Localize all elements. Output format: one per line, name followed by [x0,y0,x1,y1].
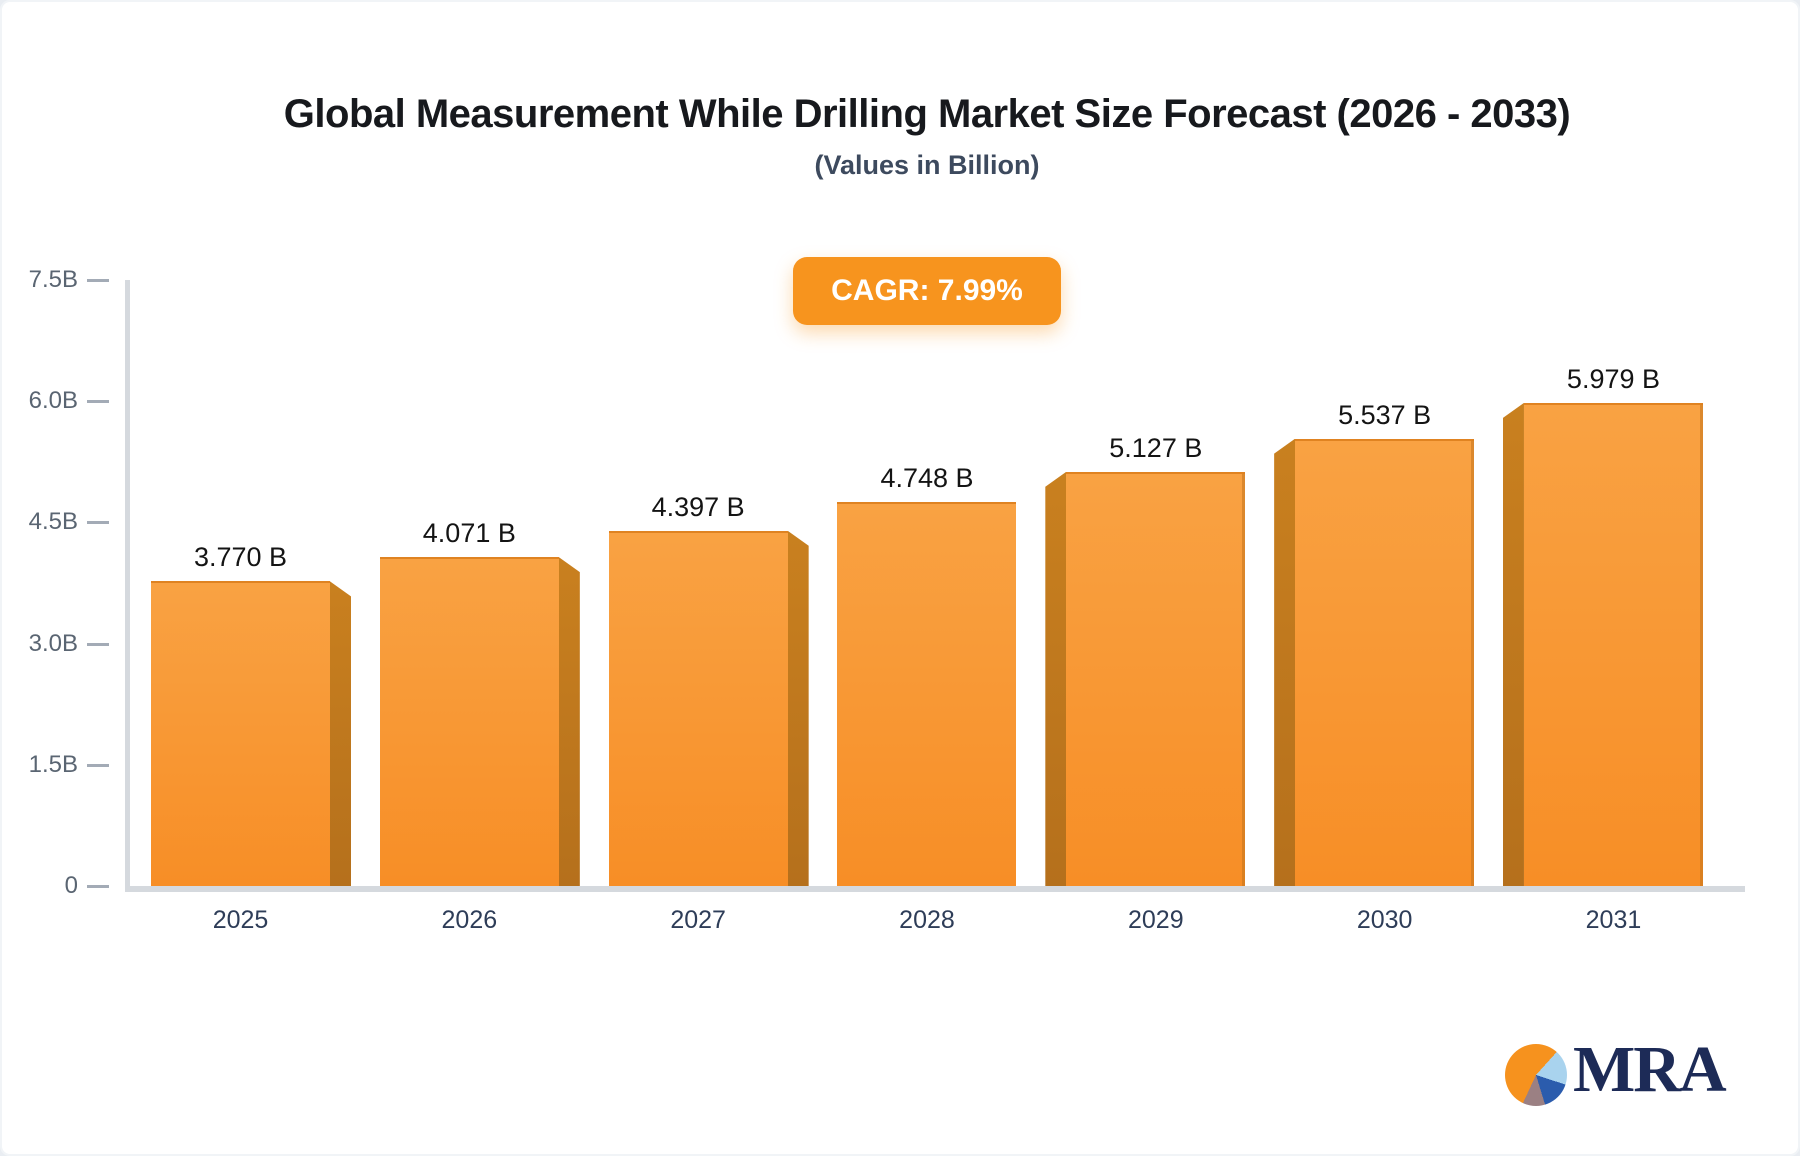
bar-value-label: 4.748 B [880,463,974,494]
chart-subtitle: (Values in Billion) [814,150,1040,180]
x-axis-category-label: 2030 [1356,906,1413,934]
bar-value-label: 5.127 B [1109,432,1203,463]
bar-2031 [1502,402,1703,886]
bar-2029 [1045,471,1246,886]
bar-3d-side-face [1045,471,1067,886]
y-tick-mark [87,521,109,525]
bar-2025 [151,581,351,886]
y-tick-label: 7.5B [28,266,78,293]
bar-value-label: 3.770 B [193,542,288,573]
bar-value-label: 4.397 B [651,491,745,522]
bar-3d-side-face [1274,438,1296,886]
y-tick-mark [87,279,109,282]
x-axis-category-label: 2028 [899,906,955,934]
bar-2026 [379,557,580,886]
y-axis-line [125,280,130,892]
y-tick-label: 6.0B [28,387,78,415]
y-tick-label: 4.5B [28,508,78,536]
bar-3d-side-face [558,557,580,886]
bar-front-face [379,557,559,886]
x-axis-baseline [125,886,1745,892]
bar-value-label: 5.979 B [1566,363,1660,394]
bar-front-face [608,530,788,886]
bar-3d-side-face [1502,402,1524,886]
bar-value-label: 4.071 B [422,518,516,549]
y-tick-label: 1.5B [28,750,78,778]
bar-3d-side-face [787,530,809,886]
bar-2030 [1274,438,1475,886]
x-axis-category-label: 2031 [1585,906,1642,934]
brand-logo: MRA [1505,1032,1727,1108]
y-tick-mark [87,642,109,646]
x-axis-category-label: 2025 [212,906,269,934]
brand-logo-text: MRA [1573,1033,1727,1106]
bar-2027 [608,530,809,886]
x-axis-category-label: 2026 [441,906,498,934]
x-axis-category-label: 2027 [670,906,726,934]
x-axis-category-label: 2029 [1128,906,1184,934]
bar-front-face [1523,402,1703,886]
bar-front-face [837,502,1017,886]
y-tick-label: 0 [64,872,78,899]
bar-front-face [1295,438,1475,886]
bar-front-face [1066,471,1246,886]
y-tick-mark [87,400,109,404]
pie-chart-logo-icon [1505,1044,1567,1106]
bar-front-face [151,581,330,886]
chart-title: Global Measurement While Drilling Market… [283,92,1571,136]
y-tick-label: 3.0B [28,629,78,657]
y-tick-mark [87,763,109,767]
cagr-badge: CAGR: 7.99% [793,257,1061,325]
y-tick-mark [87,885,109,888]
bar-2028 [837,502,1017,886]
bar-value-label: 5.537 B [1338,399,1432,430]
bar-3d-side-face [330,581,351,886]
